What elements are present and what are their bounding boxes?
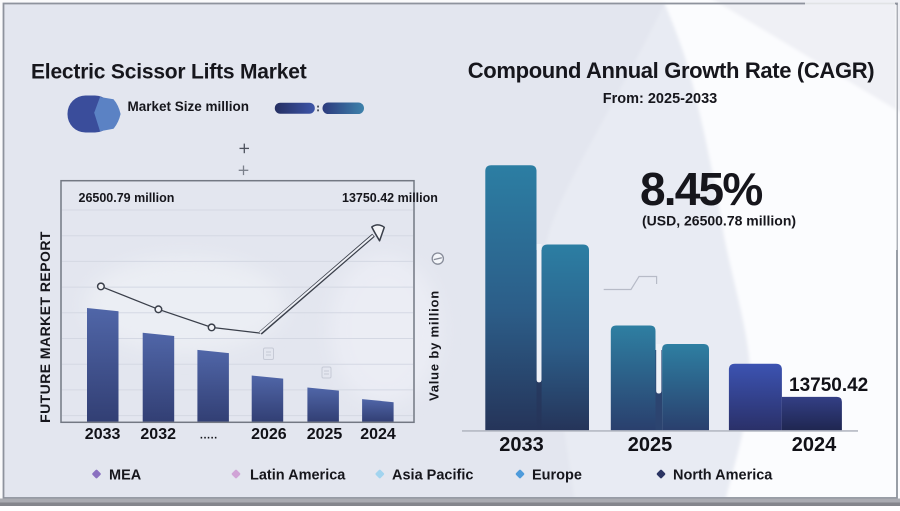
svg-text:2032: 2032 [140,426,176,443]
svg-text:North America: North America [673,468,773,484]
svg-text:Market Size million: Market Size million [128,99,250,114]
svg-text:2025: 2025 [628,434,673,456]
svg-text:13750.42: 13750.42 [789,375,868,396]
svg-text:2025: 2025 [307,426,343,443]
svg-text:Value by million: Value by million [427,290,442,401]
svg-text:MEA: MEA [109,468,142,484]
svg-text:From: 2025-2033: From: 2025-2033 [603,91,717,107]
svg-text:2033: 2033 [85,426,121,443]
svg-text:2026: 2026 [251,426,287,443]
svg-text:Electric Scissor Lifts Market: Electric Scissor Lifts Market [31,61,307,84]
svg-text:FUTURE MARKET REPORT: FUTURE MARKET REPORT [37,231,53,423]
svg-text:2033: 2033 [499,434,544,456]
svg-text:(USD, 26500.78 million): (USD, 26500.78 million) [642,213,796,229]
svg-text:Latin America: Latin America [250,468,346,484]
svg-text:Asia Pacific: Asia Pacific [392,468,473,484]
svg-text:2024: 2024 [360,426,396,443]
svg-text:Compound Annual Growth Rate (C: Compound Annual Growth Rate (CAGR) [468,58,874,83]
svg-text:13750.42 million: 13750.42 million [342,191,438,205]
svg-text:26500.79 million: 26500.79 million [79,191,175,205]
svg-text:2024: 2024 [792,434,837,456]
svg-text:.....: ..... [200,430,218,442]
svg-text:8.45%: 8.45% [640,163,762,215]
svg-text:Europe: Europe [532,468,582,484]
